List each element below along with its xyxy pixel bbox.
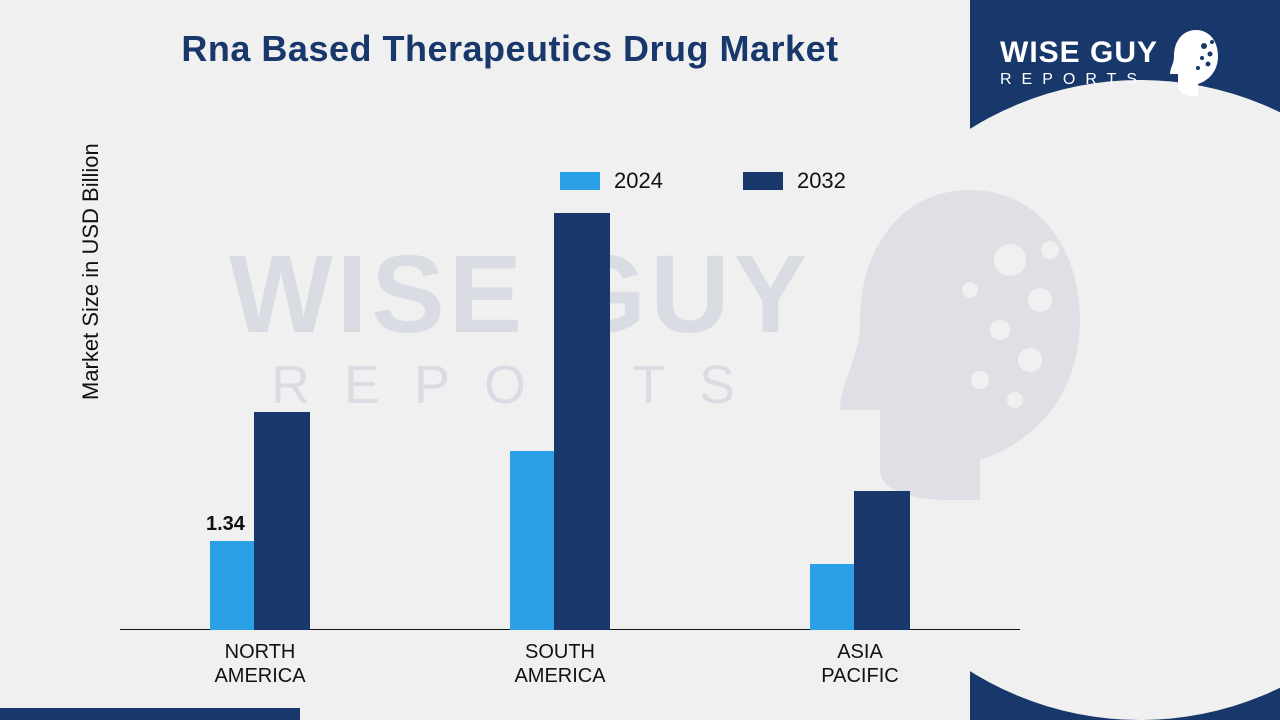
plot-area <box>120 200 1020 630</box>
chart-title: Rna Based Therapeutics Drug Market <box>120 28 900 70</box>
legend-item-2032: 2032 <box>743 168 846 194</box>
legend-item-2024: 2024 <box>560 168 663 194</box>
category-label: ASIAPACIFIC <box>760 640 960 688</box>
y-axis-label: Market Size in USD Billion <box>78 143 104 400</box>
legend: 2024 2032 <box>560 168 846 194</box>
legend-swatch-2032 <box>743 172 783 190</box>
chart-canvas: WISE GUY REPORTS Rna Based Therapeutics … <box>0 0 1280 720</box>
legend-swatch-2024 <box>560 172 600 190</box>
brand-head-icon <box>1168 28 1224 98</box>
brand-text: WISE GUY REPORTS <box>1000 38 1158 88</box>
legend-label-2032: 2032 <box>797 168 846 194</box>
brand-bottom: REPORTS <box>1000 72 1158 88</box>
bar-value-label: 1.34 <box>206 513 245 536</box>
brand-logo: WISE GUY REPORTS <box>1000 28 1240 98</box>
bar-group <box>810 491 910 630</box>
category-label: NORTHAMERICA <box>160 640 360 688</box>
bar-2032 <box>554 213 610 630</box>
legend-label-2024: 2024 <box>614 168 663 194</box>
category-label: SOUTHAMERICA <box>460 640 660 688</box>
footer-accent-bar <box>0 708 300 720</box>
bar-2032 <box>254 412 310 630</box>
bar-group <box>510 213 610 630</box>
brand-top: WISE GUY <box>1000 38 1158 68</box>
bar-2032 <box>854 491 910 630</box>
